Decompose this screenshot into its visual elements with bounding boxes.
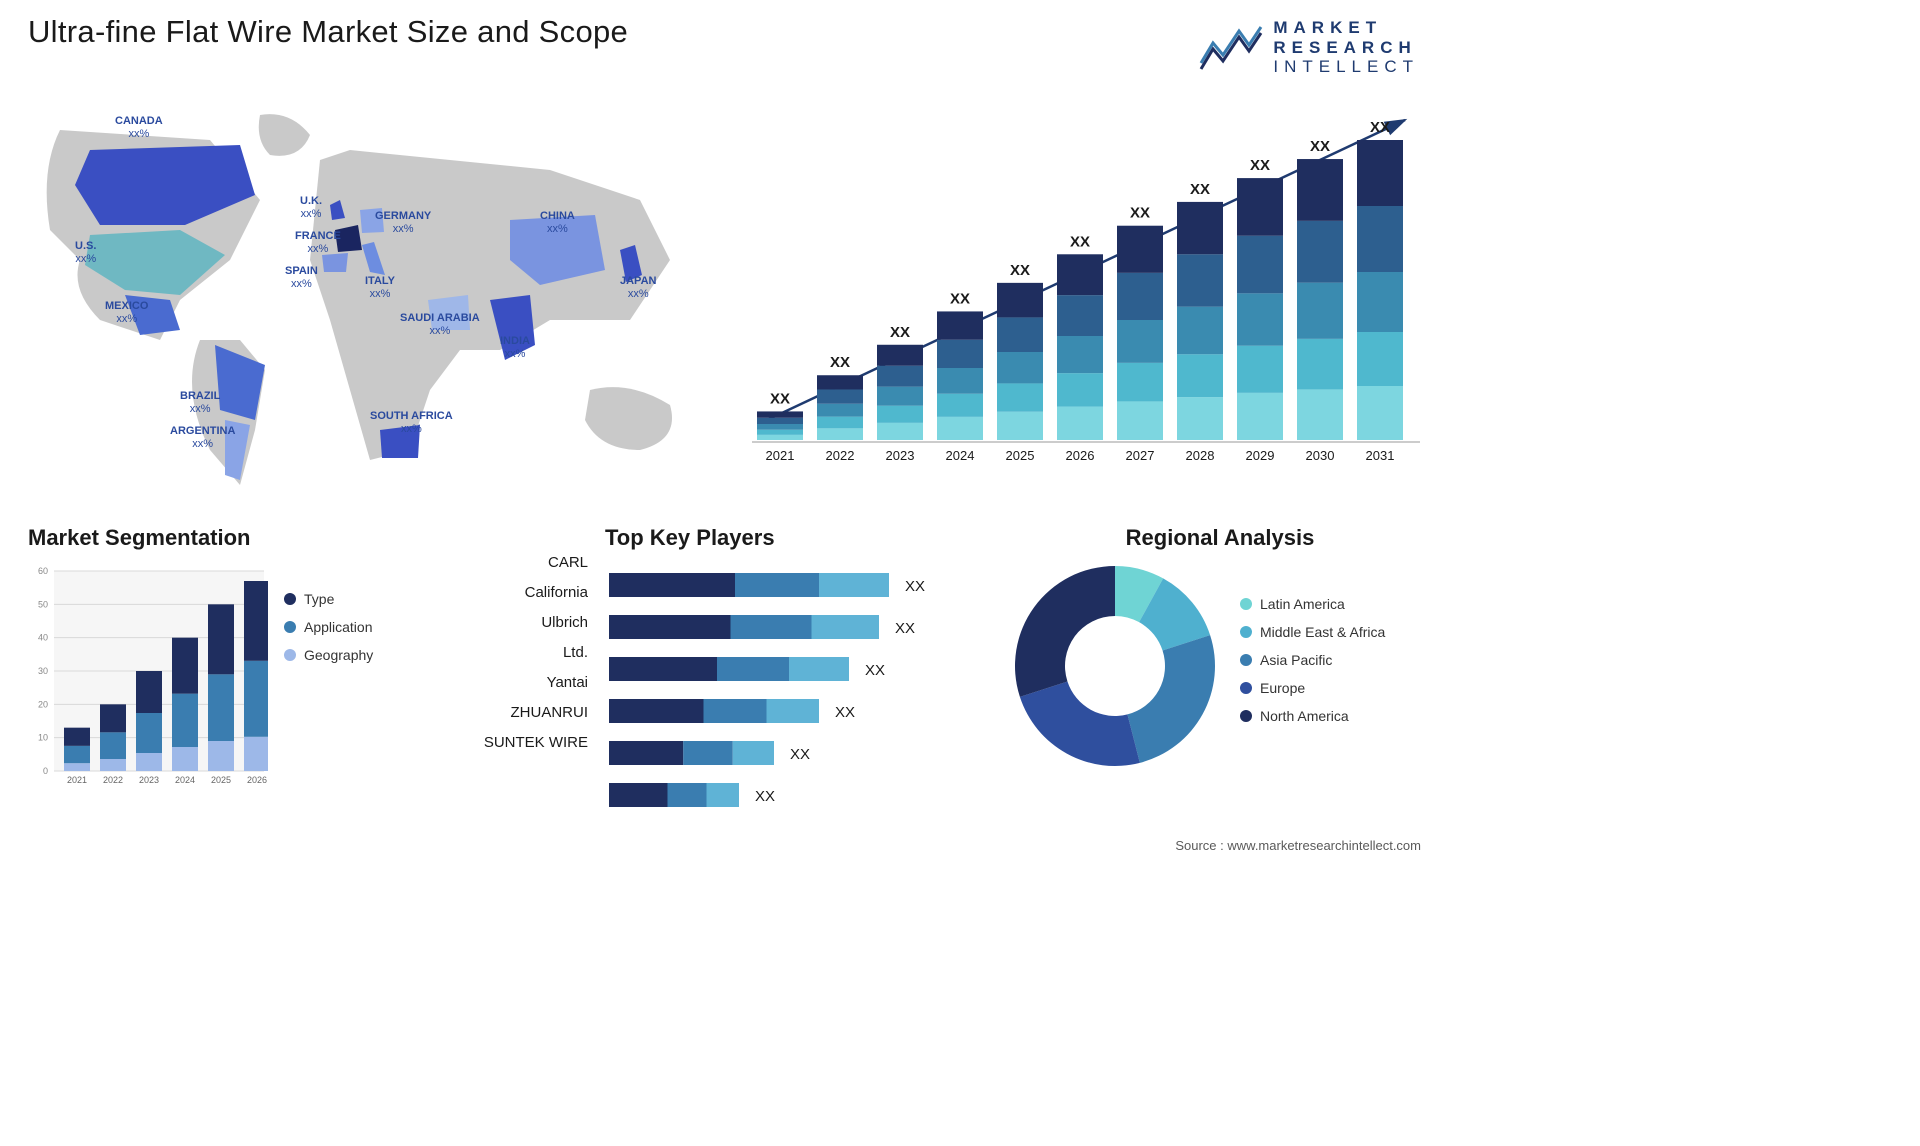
svg-text:2027: 2027 [1126, 448, 1155, 463]
svg-text:2024: 2024 [175, 775, 195, 785]
regional-panel: Regional Analysis Latin America Middle Ea… [1010, 525, 1430, 771]
map-label: GERMANYxx% [375, 210, 431, 235]
legend-item: Latin America [1240, 596, 1385, 612]
svg-text:XX: XX [1250, 157, 1270, 174]
svg-text:XX: XX [835, 704, 855, 721]
players-chart: XX XX XX XX XX XX [605, 561, 965, 821]
svg-text:2025: 2025 [211, 775, 231, 785]
source-line: Source : www.marketresearchintellect.com [1175, 838, 1421, 853]
legend-item: Asia Pacific [1240, 652, 1385, 668]
brand-logo: MARKET RESEARCH INTELLECT [1199, 18, 1419, 77]
svg-text:30: 30 [38, 666, 48, 676]
company-item: Yantai [458, 668, 588, 698]
company-item: California [458, 578, 588, 608]
svg-text:2031: 2031 [1366, 448, 1395, 463]
svg-text:XX: XX [755, 788, 775, 805]
svg-text:2029: 2029 [1246, 448, 1275, 463]
segmentation-panel: Market Segmentation 0 10 20 30 40 50 60 2021 202… [28, 525, 438, 801]
company-list: CARLCaliforniaUlbrichLtd.YantaiZHUANRUIS… [458, 548, 588, 758]
legend-item: Application [284, 619, 373, 635]
regional-title: Regional Analysis [1010, 525, 1430, 551]
map-label: JAPANxx% [620, 275, 656, 300]
legend-item: Europe [1240, 680, 1385, 696]
svg-text:XX: XX [1370, 119, 1390, 136]
forecast-bar-chart: XX 2021 XX 2022 XX 2023 XX 2024 XX 2025 XX 2026 XX 20… [745, 90, 1425, 480]
players-panel: Top Key Players XX XX XX XX XX XX [605, 525, 985, 826]
legend-item: North America [1240, 708, 1385, 724]
legend-item: Geography [284, 647, 373, 663]
svg-text:20: 20 [38, 699, 48, 709]
logo-text: MARKET RESEARCH INTELLECT [1273, 18, 1419, 77]
svg-text:2021: 2021 [766, 448, 795, 463]
map-label: CHINAxx% [540, 210, 575, 235]
map-label: SAUDI ARABIAxx% [400, 312, 480, 337]
svg-text:2024: 2024 [946, 448, 975, 463]
map-label: BRAZILxx% [180, 390, 220, 415]
svg-text:2021: 2021 [67, 775, 87, 785]
map-label: U.K.xx% [300, 195, 322, 220]
regional-donut [1010, 561, 1220, 771]
svg-text:XX: XX [1190, 181, 1210, 198]
svg-text:XX: XX [770, 390, 790, 407]
svg-text:XX: XX [1070, 233, 1090, 250]
segmentation-title: Market Segmentation [28, 525, 438, 551]
svg-text:2023: 2023 [139, 775, 159, 785]
map-label: SOUTH AFRICAxx% [370, 410, 453, 435]
legend-item: Middle East & Africa [1240, 624, 1385, 640]
svg-text:2026: 2026 [247, 775, 267, 785]
legend-item: Type [284, 591, 373, 607]
segmentation-chart: 0 10 20 30 40 50 60 2021 2022 2023 2024 2025 2026 [28, 561, 268, 801]
svg-text:XX: XX [1130, 205, 1150, 222]
page-title: Ultra-fine Flat Wire Market Size and Sco… [28, 14, 628, 50]
map-label: ITALYxx% [365, 275, 395, 300]
svg-text:2030: 2030 [1306, 448, 1335, 463]
map-label: FRANCExx% [295, 230, 341, 255]
logo-mark-icon [1199, 23, 1263, 71]
company-item: Ltd. [458, 638, 588, 668]
svg-text:0: 0 [43, 766, 48, 776]
svg-text:XX: XX [1010, 262, 1030, 279]
svg-text:2022: 2022 [826, 448, 855, 463]
svg-text:XX: XX [790, 746, 810, 763]
svg-text:2028: 2028 [1186, 448, 1215, 463]
company-item: ZHUANRUI [458, 698, 588, 728]
svg-text:60: 60 [38, 566, 48, 576]
svg-text:XX: XX [1310, 138, 1330, 155]
svg-text:2022: 2022 [103, 775, 123, 785]
segmentation-legend: Type Application Geography [284, 561, 373, 675]
world-map: CANADAxx% U.S.xx% MEXICOxx% BRAZILxx% ARGENT… [30, 90, 720, 490]
svg-text:XX: XX [865, 662, 885, 679]
regional-legend: Latin America Middle East & Africa Asia Pa… [1240, 596, 1385, 736]
company-item: CARL [458, 548, 588, 578]
company-item: Ulbrich [458, 608, 588, 638]
svg-text:XX: XX [895, 620, 915, 637]
map-label: ARGENTINAxx% [170, 425, 235, 450]
svg-text:2025: 2025 [1006, 448, 1035, 463]
svg-text:40: 40 [38, 633, 48, 643]
svg-text:XX: XX [950, 290, 970, 307]
svg-text:XX: XX [830, 354, 850, 371]
map-label: CANADAxx% [115, 115, 163, 140]
svg-text:50: 50 [38, 599, 48, 609]
players-title: Top Key Players [605, 525, 985, 551]
map-label: U.S.xx% [75, 240, 96, 265]
map-label: SPAINxx% [285, 265, 318, 290]
svg-text:XX: XX [890, 324, 910, 341]
svg-text:10: 10 [38, 733, 48, 743]
svg-text:2023: 2023 [886, 448, 915, 463]
company-item: SUNTEK WIRE [458, 728, 588, 758]
map-label: MEXICOxx% [105, 300, 148, 325]
svg-text:XX: XX [905, 578, 925, 595]
svg-text:2026: 2026 [1066, 448, 1095, 463]
map-label: INDIAxx% [500, 335, 530, 360]
